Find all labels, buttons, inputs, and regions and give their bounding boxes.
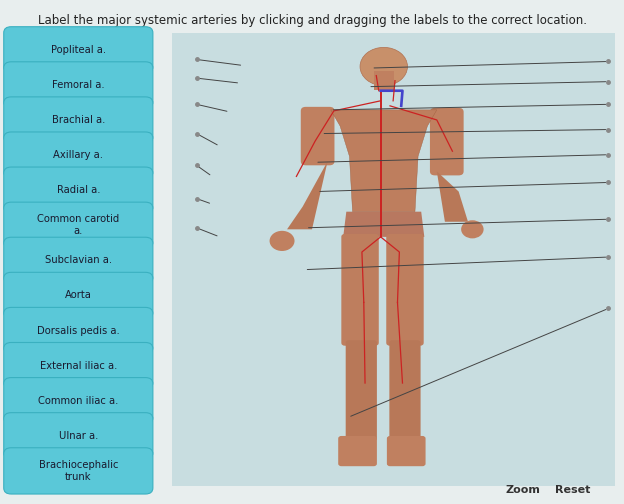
FancyBboxPatch shape [172, 33, 615, 486]
Polygon shape [331, 110, 437, 212]
FancyBboxPatch shape [4, 237, 153, 284]
Circle shape [270, 231, 295, 251]
Text: Brachial a.: Brachial a. [52, 115, 105, 125]
FancyBboxPatch shape [4, 62, 153, 108]
FancyBboxPatch shape [341, 234, 379, 346]
Text: Reset: Reset [555, 485, 590, 495]
Text: Dorsalis pedis a.: Dorsalis pedis a. [37, 326, 120, 336]
FancyBboxPatch shape [4, 307, 153, 354]
Circle shape [360, 47, 407, 86]
Polygon shape [343, 212, 424, 237]
FancyBboxPatch shape [4, 202, 153, 248]
FancyBboxPatch shape [4, 27, 153, 73]
FancyBboxPatch shape [386, 234, 424, 346]
Polygon shape [287, 161, 328, 229]
Text: Brachiocephalic
trunk: Brachiocephalic trunk [39, 460, 118, 482]
FancyBboxPatch shape [346, 340, 377, 441]
Text: Axillary a.: Axillary a. [53, 150, 104, 160]
Text: Subclavian a.: Subclavian a. [45, 256, 112, 266]
FancyBboxPatch shape [4, 343, 153, 389]
Text: Femoral a.: Femoral a. [52, 80, 105, 90]
Text: Common carotid
a.: Common carotid a. [37, 215, 119, 236]
FancyBboxPatch shape [430, 108, 464, 175]
FancyBboxPatch shape [4, 272, 153, 319]
FancyBboxPatch shape [301, 107, 334, 165]
Text: External iliac a.: External iliac a. [40, 361, 117, 370]
Text: Radial a.: Radial a. [57, 185, 100, 195]
Circle shape [461, 220, 484, 238]
FancyBboxPatch shape [4, 97, 153, 143]
FancyBboxPatch shape [374, 71, 394, 90]
FancyBboxPatch shape [4, 167, 153, 213]
Text: Popliteal a.: Popliteal a. [51, 45, 106, 55]
FancyBboxPatch shape [387, 436, 426, 466]
Text: Ulnar a.: Ulnar a. [59, 431, 98, 441]
FancyBboxPatch shape [4, 132, 153, 178]
FancyBboxPatch shape [4, 448, 153, 494]
FancyBboxPatch shape [4, 377, 153, 424]
FancyBboxPatch shape [389, 340, 421, 441]
FancyBboxPatch shape [4, 413, 153, 459]
Text: Label the major systemic arteries by clicking and dragging the labels to the cor: Label the major systemic arteries by cli… [37, 14, 587, 27]
Text: Common iliac a.: Common iliac a. [38, 396, 119, 406]
Polygon shape [437, 171, 468, 222]
Text: Zoom: Zoom [505, 485, 540, 495]
Text: Aorta: Aorta [65, 290, 92, 300]
FancyBboxPatch shape [338, 436, 377, 466]
